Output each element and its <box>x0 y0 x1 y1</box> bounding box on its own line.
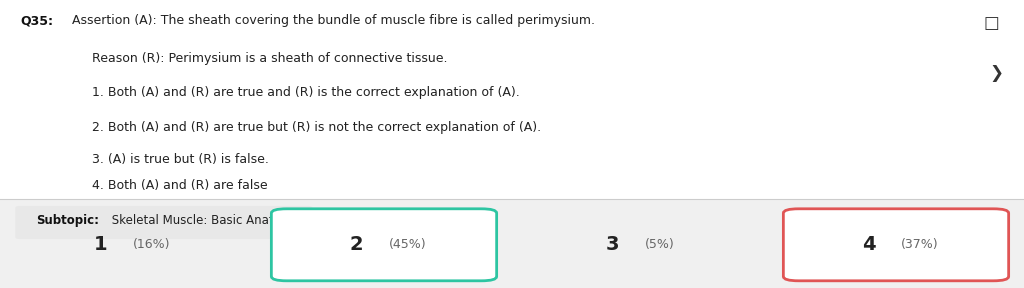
Text: 1: 1 <box>94 235 108 254</box>
Text: □: □ <box>983 14 998 33</box>
Text: ❮: ❮ <box>986 63 1000 81</box>
FancyBboxPatch shape <box>783 209 1009 281</box>
Text: 2. Both (A) and (R) are true but (R) is not the correct explanation of (A).: 2. Both (A) and (R) are true but (R) is … <box>92 121 542 134</box>
Text: 3: 3 <box>606 235 620 254</box>
Text: Reason (R): Perimysium is a sheath of connective tissue.: Reason (R): Perimysium is a sheath of co… <box>92 52 447 65</box>
Text: (16%): (16%) <box>133 238 171 251</box>
Text: Subtopic:: Subtopic: <box>36 214 99 228</box>
Text: Skeletal Muscle: Basic Anatomy |: Skeletal Muscle: Basic Anatomy | <box>108 214 306 228</box>
Text: 3. (A) is true but (R) is false.: 3. (A) is true but (R) is false. <box>92 153 269 166</box>
Text: 1. Both (A) and (R) are true and (R) is the correct explanation of (A).: 1. Both (A) and (R) are true and (R) is … <box>92 86 520 99</box>
FancyBboxPatch shape <box>15 206 312 239</box>
Text: 4. Both (A) and (R) are false: 4. Both (A) and (R) are false <box>92 179 268 192</box>
Text: 4: 4 <box>862 235 876 254</box>
FancyBboxPatch shape <box>271 209 497 281</box>
Text: Q35:: Q35: <box>20 14 53 27</box>
Text: Assertion (A): The sheath covering the bundle of muscle fibre is called perimysi: Assertion (A): The sheath covering the b… <box>72 14 595 27</box>
Text: 2: 2 <box>350 235 364 254</box>
Text: (5%): (5%) <box>645 238 675 251</box>
FancyBboxPatch shape <box>0 0 1024 199</box>
FancyBboxPatch shape <box>0 199 1024 288</box>
Text: (37%): (37%) <box>901 238 939 251</box>
Text: (45%): (45%) <box>389 238 427 251</box>
